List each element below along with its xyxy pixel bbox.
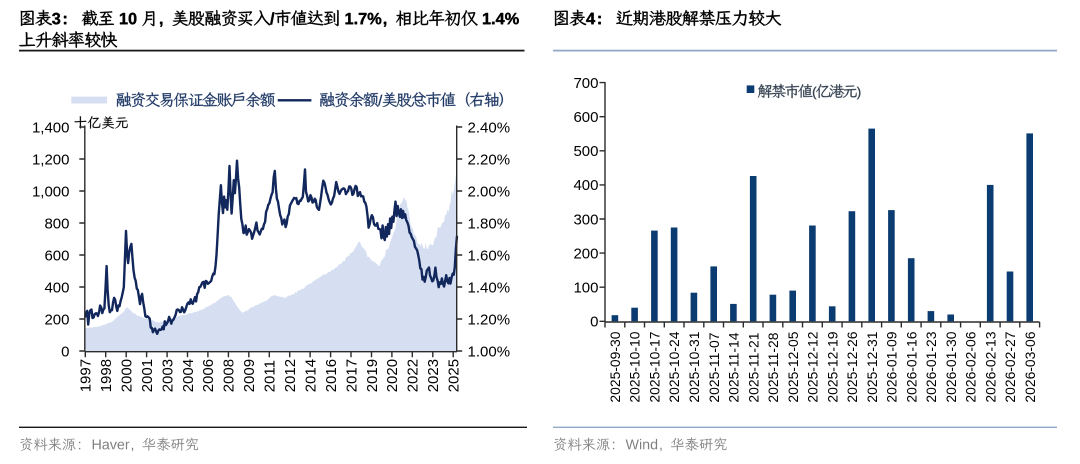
svg-text:2025-12-12: 2025-12-12 — [805, 331, 821, 402]
svg-text:2023: 2023 — [425, 359, 442, 392]
svg-text:2025-10-31: 2025-10-31 — [686, 331, 702, 402]
svg-text:2025-10-17: 2025-10-17 — [647, 331, 663, 402]
svg-text:2003: 2003 — [159, 359, 176, 392]
svg-text:400: 400 — [573, 177, 598, 194]
svg-text:2019: 2019 — [364, 359, 381, 392]
svg-text:2011: 2011 — [262, 360, 279, 392]
svg-text:1.60%: 1.60% — [468, 247, 511, 264]
svg-text:2008: 2008 — [221, 359, 238, 392]
svg-text:2025-12-19: 2025-12-19 — [824, 331, 840, 402]
svg-text:2025-10-10: 2025-10-10 — [627, 331, 643, 402]
svg-text:1,200: 1,200 — [32, 151, 70, 168]
svg-text:400: 400 — [44, 279, 69, 296]
svg-text:500: 500 — [573, 143, 598, 160]
svg-text:1.40%: 1.40% — [468, 279, 511, 296]
svg-text:0: 0 — [61, 343, 69, 360]
svg-text:200: 200 — [44, 311, 69, 328]
svg-text:1,400: 1,400 — [32, 119, 70, 136]
svg-text:2025-11-07: 2025-11-07 — [706, 332, 722, 402]
svg-text:2025-11-14: 2025-11-14 — [726, 332, 742, 402]
svg-text:2025-10-24: 2025-10-24 — [666, 331, 682, 402]
svg-text:2.40%: 2.40% — [468, 119, 511, 136]
svg-text:2009: 2009 — [241, 359, 258, 392]
svg-text:2026-01-30: 2026-01-30 — [943, 331, 959, 402]
svg-text:2026-01-16: 2026-01-16 — [903, 331, 919, 402]
svg-text:2025-11-28: 2025-11-28 — [765, 332, 781, 402]
svg-text:2016: 2016 — [323, 359, 340, 392]
svg-text:2022: 2022 — [405, 359, 422, 392]
svg-text:2026-02-13: 2026-02-13 — [982, 331, 998, 402]
svg-text:2.00%: 2.00% — [468, 183, 511, 200]
svg-text:2.20%: 2.20% — [468, 151, 511, 168]
svg-text:2026-01-23: 2026-01-23 — [923, 331, 939, 402]
svg-text:2026-01-09: 2026-01-09 — [884, 331, 900, 402]
svg-text:2025: 2025 — [446, 359, 463, 392]
svg-text:2025-12-26: 2025-12-26 — [844, 331, 860, 402]
svg-text:1,000: 1,000 — [32, 183, 70, 200]
svg-text:1.20%: 1.20% — [468, 311, 511, 328]
svg-text:2004: 2004 — [180, 359, 197, 392]
svg-text:100: 100 — [573, 280, 598, 297]
svg-text:2025-09-30: 2025-09-30 — [607, 331, 623, 402]
svg-text:0: 0 — [590, 314, 598, 331]
svg-text:300: 300 — [573, 211, 598, 228]
svg-text:1.00%: 1.00% — [468, 343, 511, 360]
svg-text:1998: 1998 — [98, 359, 115, 392]
svg-text:700: 700 — [573, 75, 598, 92]
svg-text:2025-12-05: 2025-12-05 — [785, 331, 801, 402]
svg-text:2026-02-06: 2026-02-06 — [963, 331, 979, 402]
svg-text:2020: 2020 — [384, 359, 401, 392]
svg-text:200: 200 — [573, 245, 598, 262]
svg-text:600: 600 — [573, 109, 598, 126]
svg-text:2026-02-27: 2026-02-27 — [1002, 331, 1018, 402]
svg-text:2025-12-31: 2025-12-31 — [864, 331, 880, 402]
svg-text:2012: 2012 — [282, 359, 299, 392]
svg-text:2001: 2001 — [139, 359, 156, 392]
svg-text:2025-11-21: 2025-11-21 — [745, 332, 761, 402]
svg-text:2006: 2006 — [200, 359, 217, 392]
svg-text:1997: 1997 — [78, 359, 95, 392]
svg-text:1.80%: 1.80% — [468, 215, 511, 232]
svg-text:2026-03-06: 2026-03-06 — [1022, 331, 1038, 402]
svg-text:2000: 2000 — [119, 359, 136, 392]
svg-text:2017: 2017 — [343, 359, 360, 392]
svg-text:800: 800 — [44, 215, 69, 232]
svg-text:600: 600 — [44, 247, 69, 264]
svg-text:2014: 2014 — [302, 359, 319, 392]
